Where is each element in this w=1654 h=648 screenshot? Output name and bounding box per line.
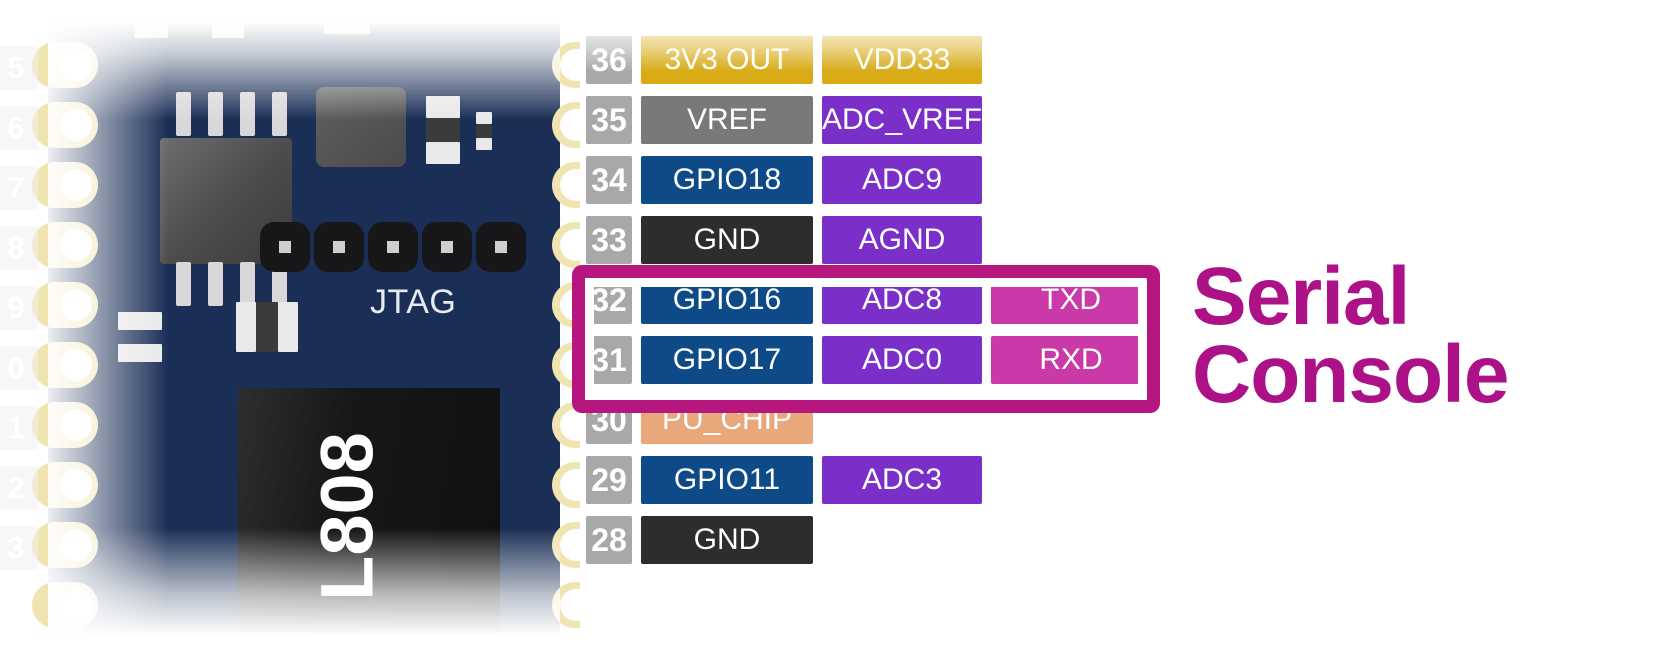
castellated-pad-right [552,282,580,328]
pin-serial-function-cell [991,456,1151,504]
pin-serial-function-cell[interactable]: TXD [991,276,1151,324]
castellated-pad-right [552,402,580,448]
castellated-pad-right [552,162,580,208]
jtag-pad [368,222,418,272]
pin-number-cell: 29 [586,456,632,504]
edge-pin-number: 0 [0,346,38,390]
edge-pin-number: 5 [0,46,38,90]
edge-pin-number: 1 [0,406,38,450]
board-fade-left [48,0,168,648]
smd-pad [236,302,256,352]
jtag-pad [476,222,526,272]
pin-number-cell: 28 [586,516,632,564]
pin-alt-function-cell[interactable]: ADC_VREF [822,96,982,144]
pin-row[interactable]: 28 GND [586,516,1186,576]
jtag-silkscreen-label: JTAG [370,283,457,321]
jtag-pad [422,222,472,272]
pin-number-cell: 35 [586,96,632,144]
pin-alt-function-cell[interactable]: ADC9 [822,156,982,204]
pin-name-cell[interactable]: GPIO18 [641,156,813,204]
capacitor-pad [426,142,460,164]
table-fade-bottom [580,570,1200,648]
pin-name-cell[interactable]: VREF [641,96,813,144]
pin-row[interactable]: 34 GPIO18 ADC9 [586,156,1186,216]
serial-console-callout: Serial Console [1192,251,1612,420]
pin-row[interactable]: 30 PU_CHIP [586,396,1186,456]
jtag-pad [260,222,310,272]
edge-pin-number: 8 [0,226,38,270]
ic-lead [176,262,191,306]
ic-lead [240,262,255,306]
pin-alt-function-cell[interactable]: VDD33 [822,36,982,84]
pin-row[interactable]: 32 GPIO16 ADC8 TXD [586,276,1186,336]
pin-row[interactable]: 35 VREF ADC_VREF [586,96,1186,156]
pin-number-cell: 33 [586,216,632,264]
pin-name-cell[interactable]: GND [641,216,813,264]
capacitor-body [426,118,460,142]
pin-serial-function-cell [991,96,1151,144]
resistor-body [476,124,492,138]
pin-number-cell: 32 [586,276,632,324]
edge-pin-number: 6 [0,106,38,150]
pin-alt-function-cell [822,396,982,444]
castellated-pad-right [552,222,580,268]
pin-row[interactable]: 31 GPIO17 ADC0 RXD [586,336,1186,396]
edge-pin-number: 3 [0,526,38,570]
pinout-table: 36 3V3 OUT VDD33 35 VREF ADC_VREF 34 GPIO18 ADC9… [586,36,1186,576]
pin-name-cell[interactable]: PU_CHIP [641,396,813,444]
pin-row[interactable]: 36 3V3 OUT VDD33 [586,36,1186,96]
jtag-pad [314,222,364,272]
pin-name-cell[interactable]: GPIO16 [641,276,813,324]
pin-alt-function-cell[interactable]: ADC0 [822,336,982,384]
pin-name-cell[interactable]: GPIO11 [641,456,813,504]
resistor-pad [476,138,492,150]
pin-row[interactable]: 29 GPIO11 ADC3 [586,456,1186,516]
pin-serial-function-cell [991,36,1151,84]
pin-serial-function-cell [991,216,1151,264]
pin-serial-function-cell [991,156,1151,204]
castellated-pad-right [552,342,580,388]
pin-serial-function-cell [991,396,1151,444]
pin-number-cell: 31 [586,336,632,384]
smd-pad [278,302,298,352]
edge-pin-number: 9 [0,286,38,330]
pin-serial-function-cell [991,516,1151,564]
pin-number-cell: 36 [586,36,632,84]
callout-line-1: Serial [1192,251,1410,342]
callout-line-2: Console [1192,328,1509,420]
pin-alt-function-cell[interactable]: ADC8 [822,276,982,324]
pin-row[interactable]: 33 GND AGND [586,216,1186,276]
smd-component [256,302,278,352]
ic-lead [272,262,287,306]
pin-serial-function-cell[interactable]: RXD [991,336,1151,384]
pcb-substrate: JTAG L808 [32,0,580,648]
pin-name-cell[interactable]: 3V3 OUT [641,36,813,84]
pin-alt-function-cell [822,516,982,564]
edge-pin-number: 2 [0,466,38,510]
pin-alt-function-cell[interactable]: ADC3 [822,456,982,504]
pin-alt-function-cell[interactable]: AGND [822,216,982,264]
castellated-pad-right [552,462,580,508]
board-illustration: JTAG L808 5 6 7 8 9 0 1 2 3 [0,0,580,648]
pin-name-cell[interactable]: GPIO17 [641,336,813,384]
ic-lead [208,262,223,306]
edge-pin-number: 7 [0,166,38,210]
pin-name-cell[interactable]: GND [641,516,813,564]
pin-number-cell: 34 [586,156,632,204]
pin-number-cell: 30 [586,396,632,444]
